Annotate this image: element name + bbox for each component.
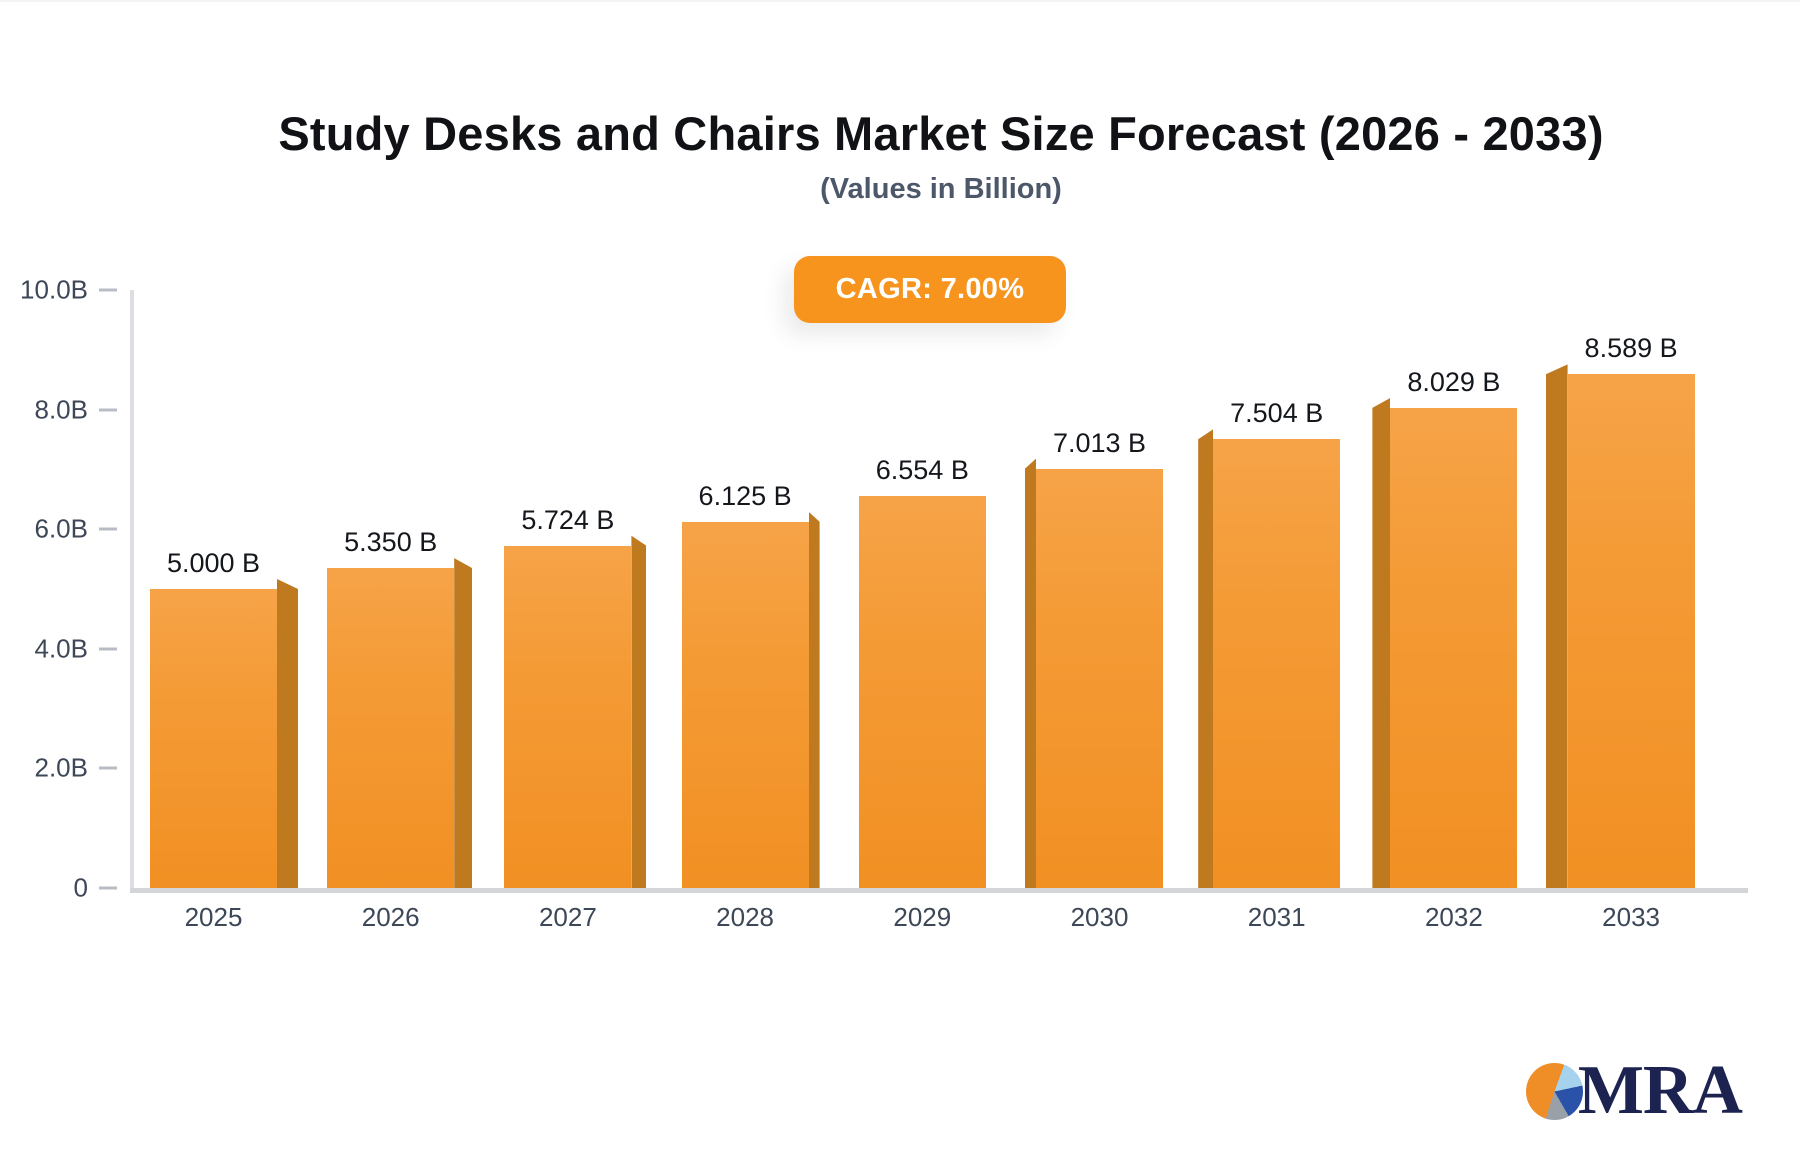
bar-side-face-2026 <box>454 558 473 888</box>
y-tick-mark <box>99 288 117 292</box>
bar-side-face-2028 <box>808 511 820 888</box>
bar-2032 <box>1390 407 1518 888</box>
y-tick-2.0B: 2.0B <box>34 752 117 784</box>
bar-2030 <box>1036 468 1163 888</box>
y-tick-mark <box>99 647 117 651</box>
y-tick-label: 8.0B <box>34 394 89 425</box>
y-tick-mark <box>99 408 117 412</box>
y-tick-label: 10.0B <box>20 274 88 305</box>
chart-title: Study Desks and Chairs Market Size Forec… <box>278 107 1604 160</box>
bar-2028 <box>681 521 809 888</box>
plot-area: 10.0B 8.0B 6.0B 4.0B 2.0B 0 5.000 B 2025 5.350 B… <box>20 275 1748 932</box>
y-tick-10.0B: 10.0B <box>20 275 117 306</box>
bar-value-label-2031: 7.504 B <box>1230 398 1324 429</box>
bar-value-label-2025: 5.000 B <box>166 548 261 578</box>
y-tick-6.0B: 6.0B <box>34 513 117 545</box>
chart-subtitle: (Values in Billion) <box>820 173 1062 205</box>
bar-2025 <box>150 589 277 888</box>
y-tick-label: 2.0B <box>34 752 89 783</box>
pie-chart-icon <box>1525 1062 1583 1120</box>
bar-value-label-2030: 7.013 B <box>1052 427 1147 458</box>
bar-2029 <box>858 496 986 888</box>
bar-2031 <box>1213 439 1341 888</box>
mra-logo: MRA <box>1525 1052 1743 1129</box>
x-axis-label-2029: 2029 <box>893 902 952 932</box>
y-tick-mark <box>99 886 117 890</box>
y-tick-mark <box>99 527 117 531</box>
bar-side-face-2027 <box>631 535 647 888</box>
cagr-badge: CAGR: 7.00% <box>794 256 1066 323</box>
bar-value-label-2033: 8.589 B <box>1584 333 1678 364</box>
y-tick-4.0B: 4.0B <box>34 633 117 664</box>
cagr-badge-label: CAGR: 7.00% <box>835 273 1025 305</box>
x-axis-label-2033: 2033 <box>1602 902 1661 932</box>
x-axis-label-2031: 2031 <box>1247 902 1306 932</box>
bar-value-label-2027: 5.724 B <box>521 504 615 535</box>
y-tick-mark <box>99 766 117 770</box>
bar-value-label-2029: 6.554 B <box>875 455 969 486</box>
x-axis-label-2027: 2027 <box>538 902 597 932</box>
bar-2027 <box>504 545 632 888</box>
bar-value-label-2032: 8.029 B <box>1407 366 1501 397</box>
y-tick-8.0B: 8.0B <box>34 394 117 425</box>
y-tick-0: 0 <box>74 873 117 904</box>
bar-side-face-2032 <box>1372 397 1391 888</box>
bar-value-label-2026: 5.350 B <box>344 527 438 558</box>
bar-side-face-2025 <box>277 579 298 888</box>
bar-value-label-2028: 6.125 B <box>698 480 792 511</box>
x-axis-label-2028: 2028 <box>716 902 775 932</box>
y-tick-label: 0 <box>73 872 88 903</box>
bar-side-face-2030 <box>1025 458 1036 888</box>
bar-side-face-2031 <box>1198 429 1214 888</box>
x-axis-label-2030: 2030 <box>1070 902 1129 932</box>
bar-side-face-2033 <box>1545 364 1568 888</box>
x-axis-label-2032: 2032 <box>1424 902 1483 932</box>
y-axis-line <box>130 290 134 888</box>
x-axis-line <box>130 888 1748 893</box>
y-tick-label: 6.0B <box>34 513 89 544</box>
logo-text: MRA <box>1577 1052 1743 1129</box>
x-axis-label-2025: 2025 <box>184 902 243 932</box>
y-tick-label: 4.0B <box>34 633 89 664</box>
x-axis-label-2026: 2026 <box>361 902 420 932</box>
bar-2026 <box>327 568 455 888</box>
bar-2033 <box>1567 374 1695 888</box>
